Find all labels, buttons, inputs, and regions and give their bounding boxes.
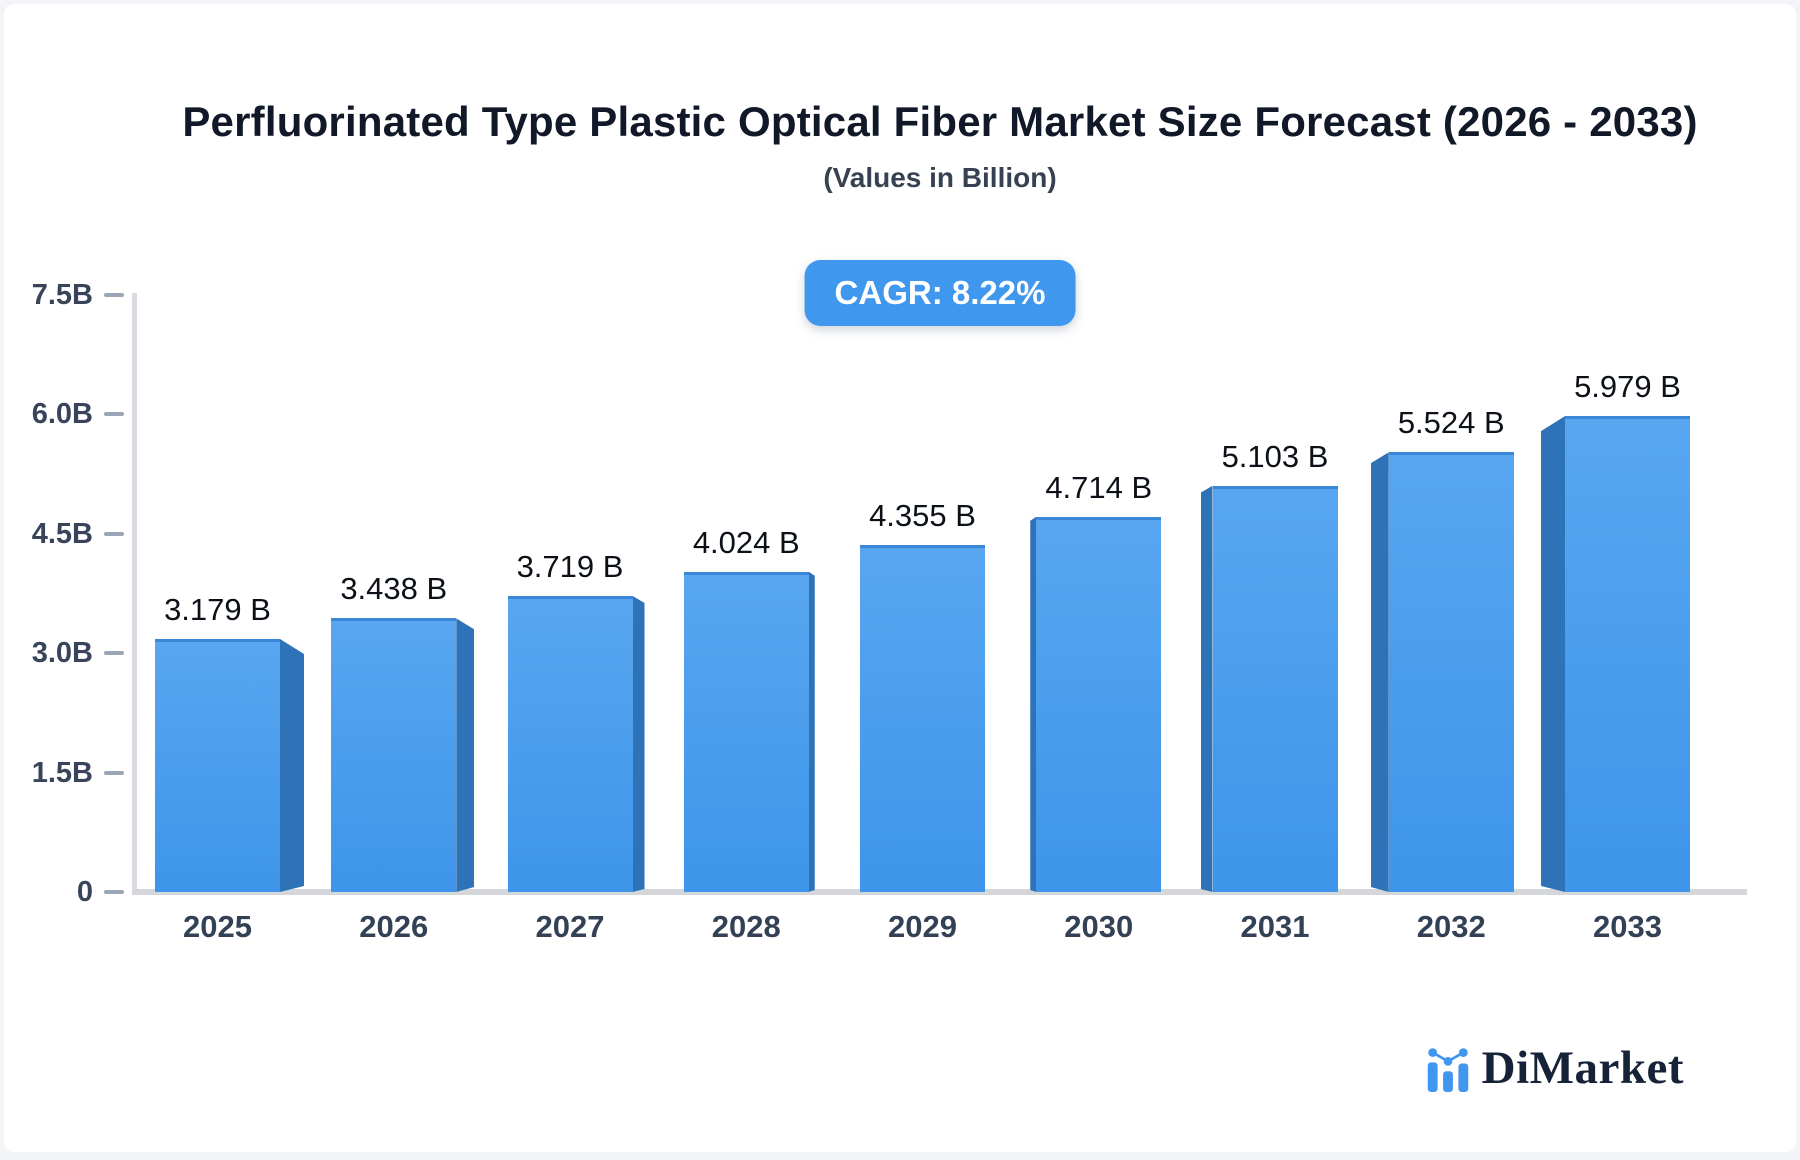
bar-value-label: 5.979 B xyxy=(1574,369,1681,405)
bar-2029 xyxy=(860,545,985,892)
y-axis-tick-label: 3.0B xyxy=(31,637,93,670)
bar-side-face xyxy=(1371,452,1389,892)
y-axis-tick-mark xyxy=(104,770,124,775)
y-axis-tick-label: 1.5B xyxy=(31,756,93,789)
brand-name: DiMarket xyxy=(1481,1042,1684,1094)
bar-2030 xyxy=(1036,516,1162,892)
x-axis-label: 2032 xyxy=(1416,909,1486,944)
bar-side-face xyxy=(809,572,815,892)
bar-value-label: 4.024 B xyxy=(692,524,800,560)
y-axis-tick-mark xyxy=(104,651,124,656)
bar-2026 xyxy=(331,618,457,892)
y-axis-tick-label: 7.5B xyxy=(31,279,93,311)
bar-value-label: 4.355 B xyxy=(869,498,976,534)
bar-2027 xyxy=(507,595,633,892)
x-axis-label: 2031 xyxy=(1240,909,1310,944)
x-axis-label: 2027 xyxy=(535,909,605,944)
y-axis-line xyxy=(132,293,137,893)
bar-side-face xyxy=(633,596,645,892)
cagr-badge: CAGR: 8.22% xyxy=(804,260,1076,326)
y-axis-tick-mark xyxy=(104,890,124,894)
y-axis-tick-mark xyxy=(104,412,124,417)
x-axis-label: 2025 xyxy=(183,909,252,944)
bar-2028 xyxy=(683,571,809,892)
bar-2025 xyxy=(155,638,280,892)
y-axis-tick-label: 0 xyxy=(76,876,93,908)
bar-value-label: 3.719 B xyxy=(516,548,624,584)
chart-header: Perfluorinated Type Plastic Optical Fibe… xyxy=(134,98,1746,194)
chart-card: Perfluorinated Type Plastic Optical Fibe… xyxy=(4,4,1796,1152)
bar-2031 xyxy=(1212,485,1338,892)
chart-subtitle: (Values in Billion) xyxy=(823,162,1057,193)
bar-value-label: 3.179 B xyxy=(164,591,271,627)
x-axis-line xyxy=(132,889,1747,895)
bar-side-face xyxy=(1030,517,1036,892)
x-axis-label: 2029 xyxy=(888,909,957,944)
dimarket-logo-icon xyxy=(1427,1048,1468,1092)
bar-side-face xyxy=(1541,416,1565,892)
x-axis-label: 2028 xyxy=(711,909,781,944)
bar-2032 xyxy=(1388,452,1514,892)
bar-value-label: 5.103 B xyxy=(1221,438,1329,474)
bar-chart: 0 1.5B 3.0B 4.5B 6.0B 7.5B 3.179 B 2025 3.438 B… xyxy=(4,4,1800,1160)
bar-side-face xyxy=(280,639,304,892)
x-axis-label: 2030 xyxy=(1064,909,1134,944)
bar-2033 xyxy=(1565,416,1690,892)
chart-title: Perfluorinated Type Plastic Optical Fibe… xyxy=(182,98,1698,145)
x-axis-label: 2033 xyxy=(1593,909,1662,944)
y-axis-tick-label: 6.0B xyxy=(31,398,93,431)
bar-value-label: 5.524 B xyxy=(1397,405,1505,441)
y-axis-tick-label: 4.5B xyxy=(31,517,93,550)
x-axis-label: 2026 xyxy=(359,909,429,944)
bar-side-face xyxy=(1201,486,1213,892)
bar-side-face xyxy=(456,618,474,892)
bar-value-label: 4.714 B xyxy=(1045,469,1153,505)
bar-value-label: 3.438 B xyxy=(340,571,448,607)
y-axis-tick-mark xyxy=(104,531,124,536)
brand-logo: DiMarket xyxy=(1426,1044,1684,1092)
y-axis-tick-mark xyxy=(104,293,124,297)
